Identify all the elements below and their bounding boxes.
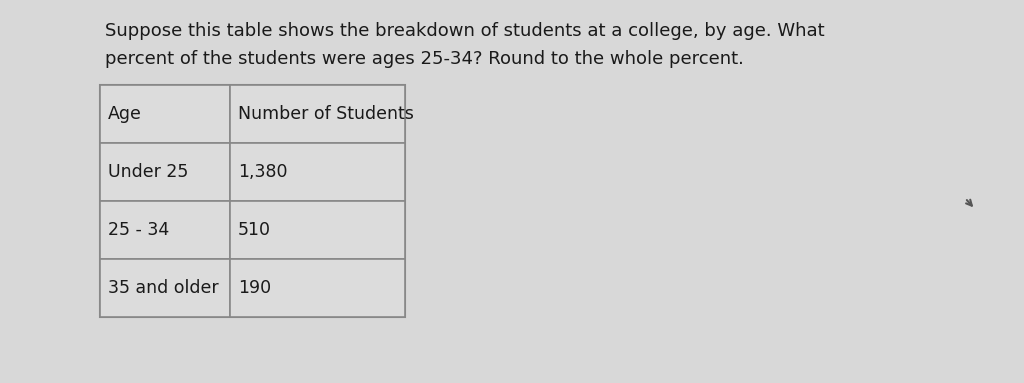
Text: percent of the students were ages 25-34? Round to the whole percent.: percent of the students were ages 25-34?… [105,50,743,68]
FancyBboxPatch shape [100,85,406,317]
FancyBboxPatch shape [100,143,230,201]
FancyBboxPatch shape [230,259,406,317]
Text: 25 - 34: 25 - 34 [108,221,169,239]
Text: Under 25: Under 25 [108,163,188,181]
FancyBboxPatch shape [100,259,230,317]
Text: 510: 510 [238,221,271,239]
Text: 190: 190 [238,279,271,297]
Text: Suppose this table shows the breakdown of students at a college, by age. What: Suppose this table shows the breakdown o… [105,22,824,40]
Text: Age: Age [108,105,142,123]
FancyBboxPatch shape [230,201,406,259]
Text: 35 and older: 35 and older [108,279,219,297]
FancyBboxPatch shape [230,143,406,201]
FancyBboxPatch shape [100,85,230,143]
FancyBboxPatch shape [230,85,406,143]
Text: Number of Students: Number of Students [238,105,414,123]
Text: 1,380: 1,380 [238,163,288,181]
FancyBboxPatch shape [100,201,230,259]
